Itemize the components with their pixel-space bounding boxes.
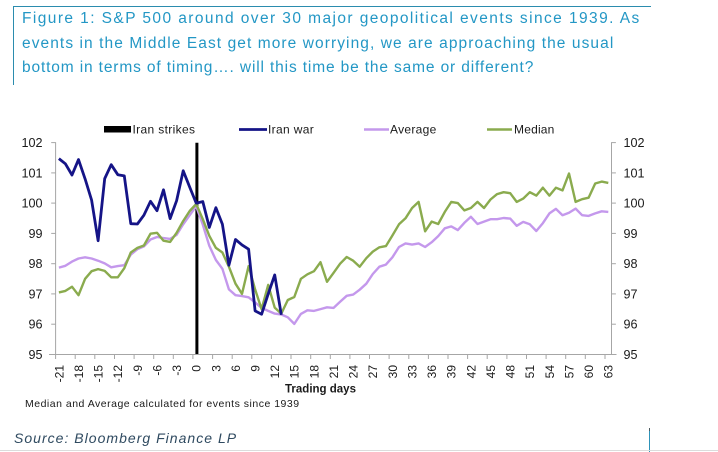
svg-text:27: 27 bbox=[366, 365, 380, 379]
svg-text:30: 30 bbox=[386, 365, 400, 379]
svg-text:97: 97 bbox=[28, 287, 42, 301]
svg-text:63: 63 bbox=[602, 365, 616, 379]
svg-text:101: 101 bbox=[624, 166, 645, 180]
svg-text:102: 102 bbox=[21, 136, 42, 150]
svg-text:15: 15 bbox=[288, 365, 302, 379]
svg-text:36: 36 bbox=[425, 365, 439, 379]
svg-text:-9: -9 bbox=[131, 365, 145, 376]
svg-text:18: 18 bbox=[307, 365, 321, 379]
svg-text:60: 60 bbox=[582, 365, 596, 379]
svg-text:Iran war: Iran war bbox=[268, 123, 314, 137]
svg-text:95: 95 bbox=[624, 348, 638, 362]
svg-text:98: 98 bbox=[28, 257, 42, 271]
svg-text:98: 98 bbox=[624, 257, 638, 271]
svg-text:99: 99 bbox=[624, 227, 638, 241]
svg-text:54: 54 bbox=[543, 365, 557, 379]
svg-text:101: 101 bbox=[21, 166, 42, 180]
svg-text:-21: -21 bbox=[52, 365, 66, 383]
svg-text:Median: Median bbox=[514, 123, 555, 137]
svg-text:Average: Average bbox=[390, 123, 437, 137]
svg-text:9: 9 bbox=[249, 365, 263, 372]
svg-text:95: 95 bbox=[28, 348, 42, 362]
svg-text:96: 96 bbox=[624, 318, 638, 332]
svg-text:33: 33 bbox=[406, 365, 420, 379]
svg-text:51: 51 bbox=[523, 365, 537, 379]
svg-text:24: 24 bbox=[347, 365, 361, 379]
svg-text:3: 3 bbox=[209, 365, 223, 372]
svg-text:97: 97 bbox=[624, 287, 638, 301]
svg-text:100: 100 bbox=[624, 197, 645, 211]
svg-text:0: 0 bbox=[190, 365, 204, 372]
svg-text:-12: -12 bbox=[111, 365, 125, 383]
svg-text:102: 102 bbox=[624, 136, 645, 150]
svg-text:-6: -6 bbox=[150, 365, 164, 376]
svg-text:12: 12 bbox=[268, 365, 282, 379]
svg-text:57: 57 bbox=[562, 365, 576, 379]
svg-text:21: 21 bbox=[327, 365, 341, 379]
svg-text:48: 48 bbox=[504, 365, 518, 379]
svg-text:42: 42 bbox=[464, 365, 478, 379]
svg-text:45: 45 bbox=[484, 365, 498, 379]
svg-text:96: 96 bbox=[28, 318, 42, 332]
svg-text:100: 100 bbox=[21, 197, 42, 211]
svg-text:-18: -18 bbox=[72, 365, 86, 383]
svg-text:Iran strikes: Iran strikes bbox=[133, 123, 196, 137]
svg-text:-15: -15 bbox=[92, 365, 106, 383]
svg-text:Trading days: Trading days bbox=[285, 384, 356, 396]
svg-text:-3: -3 bbox=[170, 365, 184, 376]
svg-text:39: 39 bbox=[445, 365, 459, 379]
svg-text:99: 99 bbox=[28, 227, 42, 241]
svg-text:6: 6 bbox=[229, 365, 243, 372]
